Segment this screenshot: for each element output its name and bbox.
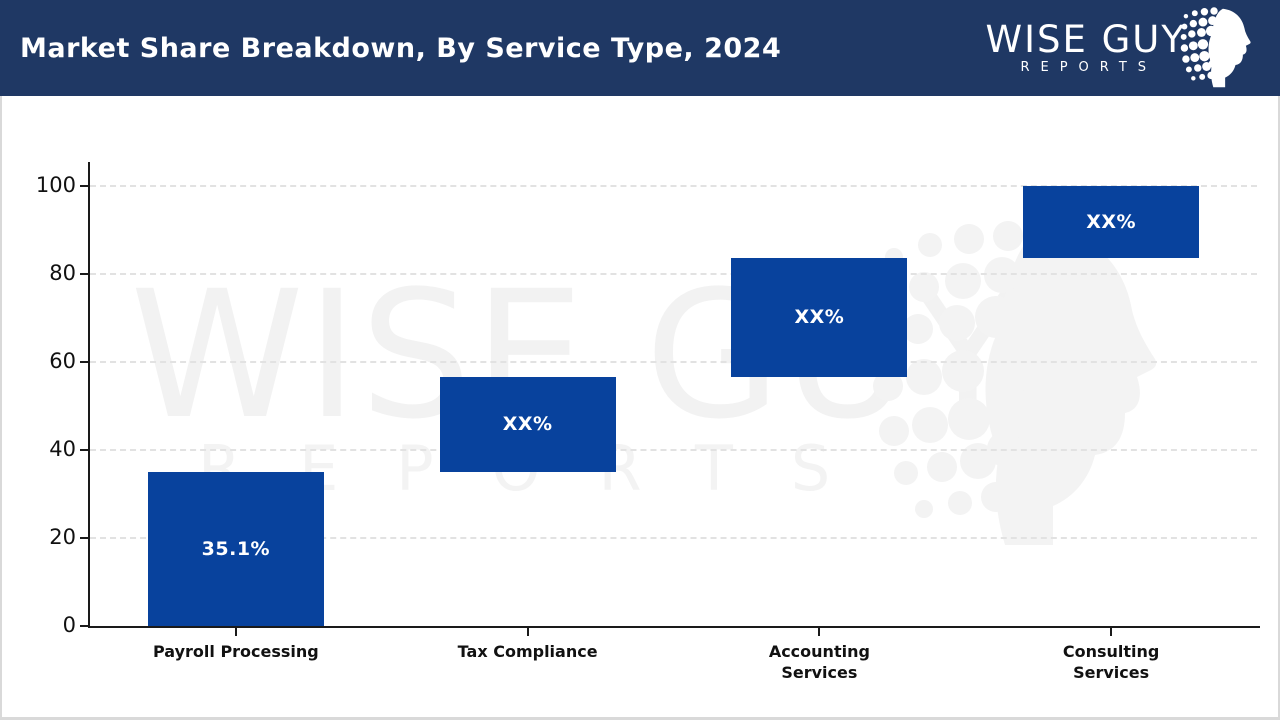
y-tick-mark-60 — [80, 361, 88, 363]
y-tick-mark-20 — [80, 537, 88, 539]
bar-value-label: 35.1% — [201, 537, 271, 560]
y-axis-line — [88, 162, 90, 628]
x-tick-mark — [1110, 628, 1113, 636]
bar-value-label: XX% — [1086, 210, 1137, 233]
y-tick-mark-0 — [80, 625, 88, 627]
bar-value-label: XX% — [502, 413, 553, 436]
gridline-20 — [90, 537, 1257, 539]
gridline-60 — [90, 361, 1257, 363]
x-category-label: Tax Compliance — [457, 642, 598, 661]
x-category-label: Accounting Services — [768, 642, 870, 682]
y-tick-mark-40 — [80, 449, 88, 451]
x-tick-mark — [818, 628, 821, 636]
bar-segment: XX% — [1023, 186, 1200, 258]
page-title: Market Share Breakdown, By Service Type,… — [20, 32, 782, 64]
gridline-40 — [90, 449, 1257, 451]
y-tick-label-20: 20 — [49, 525, 76, 549]
y-tick-label-100: 100 — [35, 173, 76, 197]
logo-head-icon — [1180, 7, 1251, 88]
logo-wordmark: WISE GUY — [985, 17, 1186, 61]
wise-guy-logo: WISE GUY REPORTS — [986, 6, 1254, 90]
watermark-head-icon — [873, 221, 1157, 545]
bar-value-label: XX% — [794, 306, 845, 329]
x-category-label: Consulting Services — [1062, 642, 1160, 682]
x-axis-line — [88, 626, 1260, 628]
y-tick-mark-80 — [80, 273, 88, 275]
x-tick-mark — [234, 628, 237, 636]
y-tick-label-80: 80 — [49, 261, 76, 285]
bar-segment: XX% — [731, 257, 908, 377]
x-tick-mark — [526, 628, 529, 636]
bar-segment: 35.1% — [147, 471, 324, 626]
gridline-100 — [90, 185, 1257, 187]
logo-subtitle: REPORTS — [1020, 60, 1158, 76]
y-tick-label-0: 0 — [62, 613, 76, 637]
gridline-80 — [90, 273, 1257, 275]
logo-text: WISE GUY REPORTS — [985, 17, 1186, 76]
bar-segment: XX% — [439, 376, 616, 472]
y-tick-label-60: 60 — [49, 349, 76, 373]
y-tick-mark-100 — [80, 185, 88, 187]
y-tick-label-40: 40 — [49, 437, 76, 461]
header-bar: Market Share Breakdown, By Service Type,… — [0, 0, 1280, 96]
x-category-label: Payroll Processing — [152, 642, 319, 661]
